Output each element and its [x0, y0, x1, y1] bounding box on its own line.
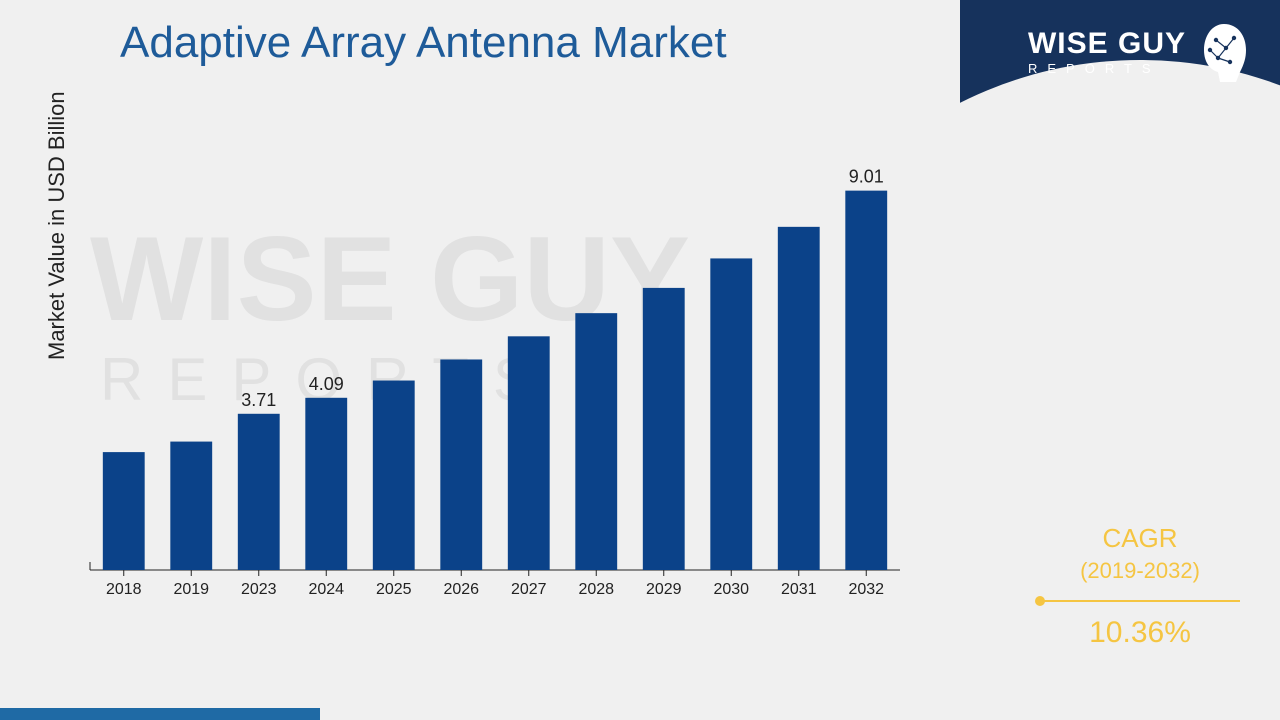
x-tick-label: 2030 — [713, 581, 749, 598]
cagr-block: CAGR (2019-2032) 10.36% — [1040, 523, 1240, 650]
x-tick-label: 2028 — [578, 581, 614, 598]
bar-chart: 2018 2019 2023 3.71 2024 4.09 2025 2026 2027 2028… — [80, 160, 910, 610]
bar — [440, 359, 482, 570]
bar — [778, 227, 820, 570]
footer-accent-bar — [0, 708, 320, 720]
cagr-divider — [1040, 600, 1240, 602]
x-tick-label: 2032 — [848, 581, 884, 598]
x-tick-label: 2023 — [241, 581, 277, 598]
x-tick-label: 2018 — [106, 581, 142, 598]
cagr-value: 10.36% — [1040, 616, 1240, 650]
x-tick-label: 2029 — [646, 581, 682, 598]
bar — [170, 442, 212, 570]
bar — [305, 398, 347, 570]
x-tick-label: 2026 — [443, 581, 479, 598]
x-tick-label: 2027 — [511, 581, 547, 598]
bar — [643, 288, 685, 570]
bar — [575, 313, 617, 570]
brand-logo: WISE GUY REPORTS — [1028, 20, 1250, 84]
cagr-label: CAGR — [1040, 523, 1240, 554]
x-tick-label: 2025 — [376, 581, 412, 598]
bar — [103, 452, 145, 570]
bar-value-label: 3.71 — [241, 390, 276, 410]
bar-value-label: 9.01 — [849, 167, 884, 187]
x-tick-label: 2019 — [173, 581, 209, 598]
bar — [845, 191, 887, 570]
brand-head-icon — [1196, 20, 1250, 84]
y-axis-label: Market Value in USD Billion — [44, 91, 70, 360]
cagr-range: (2019-2032) — [1040, 558, 1240, 584]
bar — [710, 258, 752, 570]
x-tick-label: 2031 — [781, 581, 817, 598]
x-tick-label: 2024 — [308, 581, 344, 598]
bar — [508, 336, 550, 570]
brand-line1: WISE GUY — [1028, 28, 1186, 60]
brand-line2: REPORTS — [1028, 62, 1186, 76]
chart-title: Adaptive Array Antenna Market — [120, 18, 727, 68]
bar — [238, 414, 280, 570]
bar-value-label: 4.09 — [309, 374, 344, 394]
bar — [373, 381, 415, 570]
